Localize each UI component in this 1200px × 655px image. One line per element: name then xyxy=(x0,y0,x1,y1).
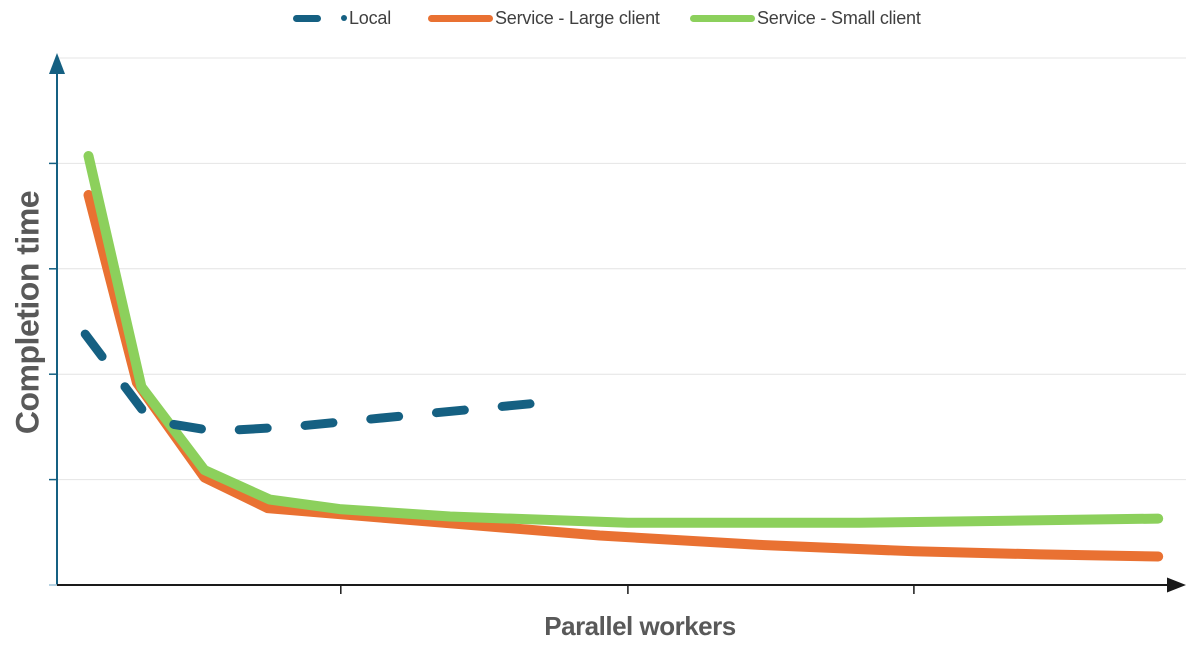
legend-item-local: Local xyxy=(293,6,391,30)
legend-item-service-small: Service - Small client xyxy=(690,6,921,30)
service-large-line-marker-icon xyxy=(428,14,493,22)
local-dash-marker-icon xyxy=(293,14,321,22)
legend-item-service-large: Service - Large client xyxy=(428,6,660,30)
y-axis-title: Completion time xyxy=(9,190,46,435)
series-line-service-small-client xyxy=(83,151,1164,528)
legend-label-local: Local xyxy=(349,8,392,28)
legend-label-service-small: Service - Small client xyxy=(757,8,921,28)
x-axis-arrow-icon xyxy=(1167,577,1186,593)
x-axis-title: Parallel workers xyxy=(544,611,736,641)
legend-label-service-large: Service - Large client xyxy=(495,8,660,28)
local-dot-marker-icon xyxy=(341,15,347,21)
series-line-local xyxy=(80,329,570,436)
series-line-service-large-client xyxy=(83,190,1164,562)
y-axis-arrow-icon xyxy=(49,53,65,74)
service-small-line-marker-icon xyxy=(690,14,755,22)
